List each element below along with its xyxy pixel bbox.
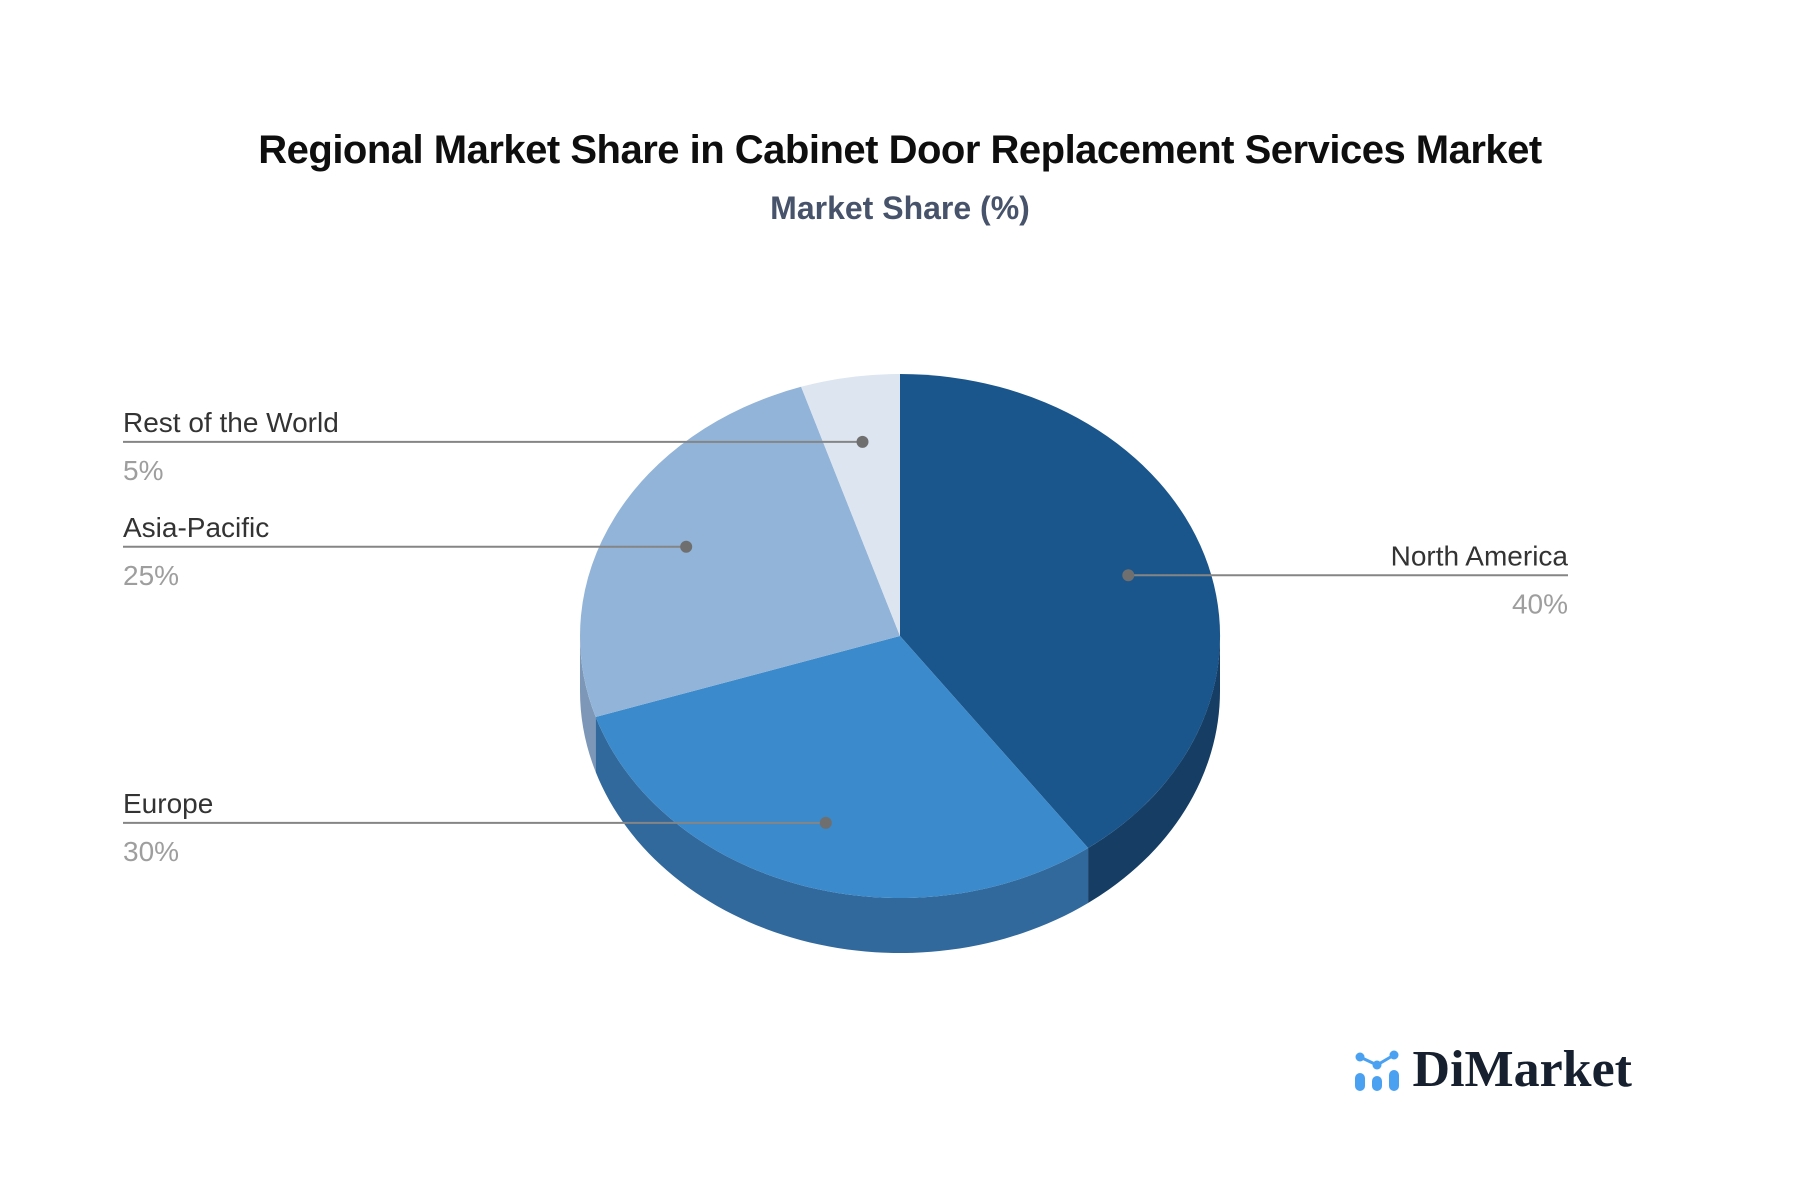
label-group-north-america: North America 40% [1122, 540, 1568, 619]
slice-percent-north-america: 40% [1512, 588, 1568, 619]
leader-dot-rest-of-the-world [856, 435, 869, 448]
pie-side-asia-pacific [580, 636, 596, 772]
pie-slice-europe[interactable] [595, 636, 1089, 899]
slice-percent-europe: 30% [123, 836, 179, 867]
leader-dot-europe [819, 816, 832, 829]
pie-slice-north-america[interactable] [900, 374, 1221, 848]
slice-label-asia-pacific: Asia-Pacific [123, 512, 269, 543]
slice-label-north-america: North America [1391, 540, 1569, 571]
slice-percent-asia-pacific: 25% [123, 560, 179, 591]
chart-subtitle: Market Share (%) [770, 190, 1030, 226]
brand-logo: DiMarket [1354, 1044, 1632, 1096]
slice-label-rest-of-the-world: Rest of the World [123, 407, 339, 438]
leader-dot-asia-pacific [680, 540, 693, 553]
label-group-asia-pacific: Asia-Pacific 25% [123, 512, 693, 591]
slice-percent-rest-of-the-world: 5% [123, 455, 163, 486]
pie-side-europe [595, 717, 1089, 954]
slice-label-europe: Europe [123, 788, 213, 819]
pie-top-surface [580, 373, 1221, 899]
label-group-rest-of-the-world: Rest of the World 5% [123, 407, 869, 486]
pie-labels: North America 40% Europe 30% Asia-Pacific 25%… [123, 407, 1568, 867]
label-group-europe: Europe 30% [123, 788, 832, 867]
brand-name: DiMarket [1412, 1041, 1632, 1098]
pie-slice-asia-pacific[interactable] [580, 386, 900, 717]
pie-3d-side [580, 636, 1220, 954]
chart-title: Regional Market Share in Cabinet Door Re… [258, 128, 1542, 172]
pie-side-north-america [1088, 636, 1220, 903]
bar-line-chart-icon [1354, 1050, 1399, 1091]
pie-slice-rest-of-the-world[interactable] [801, 373, 900, 636]
leader-dot-north-america [1122, 569, 1135, 582]
